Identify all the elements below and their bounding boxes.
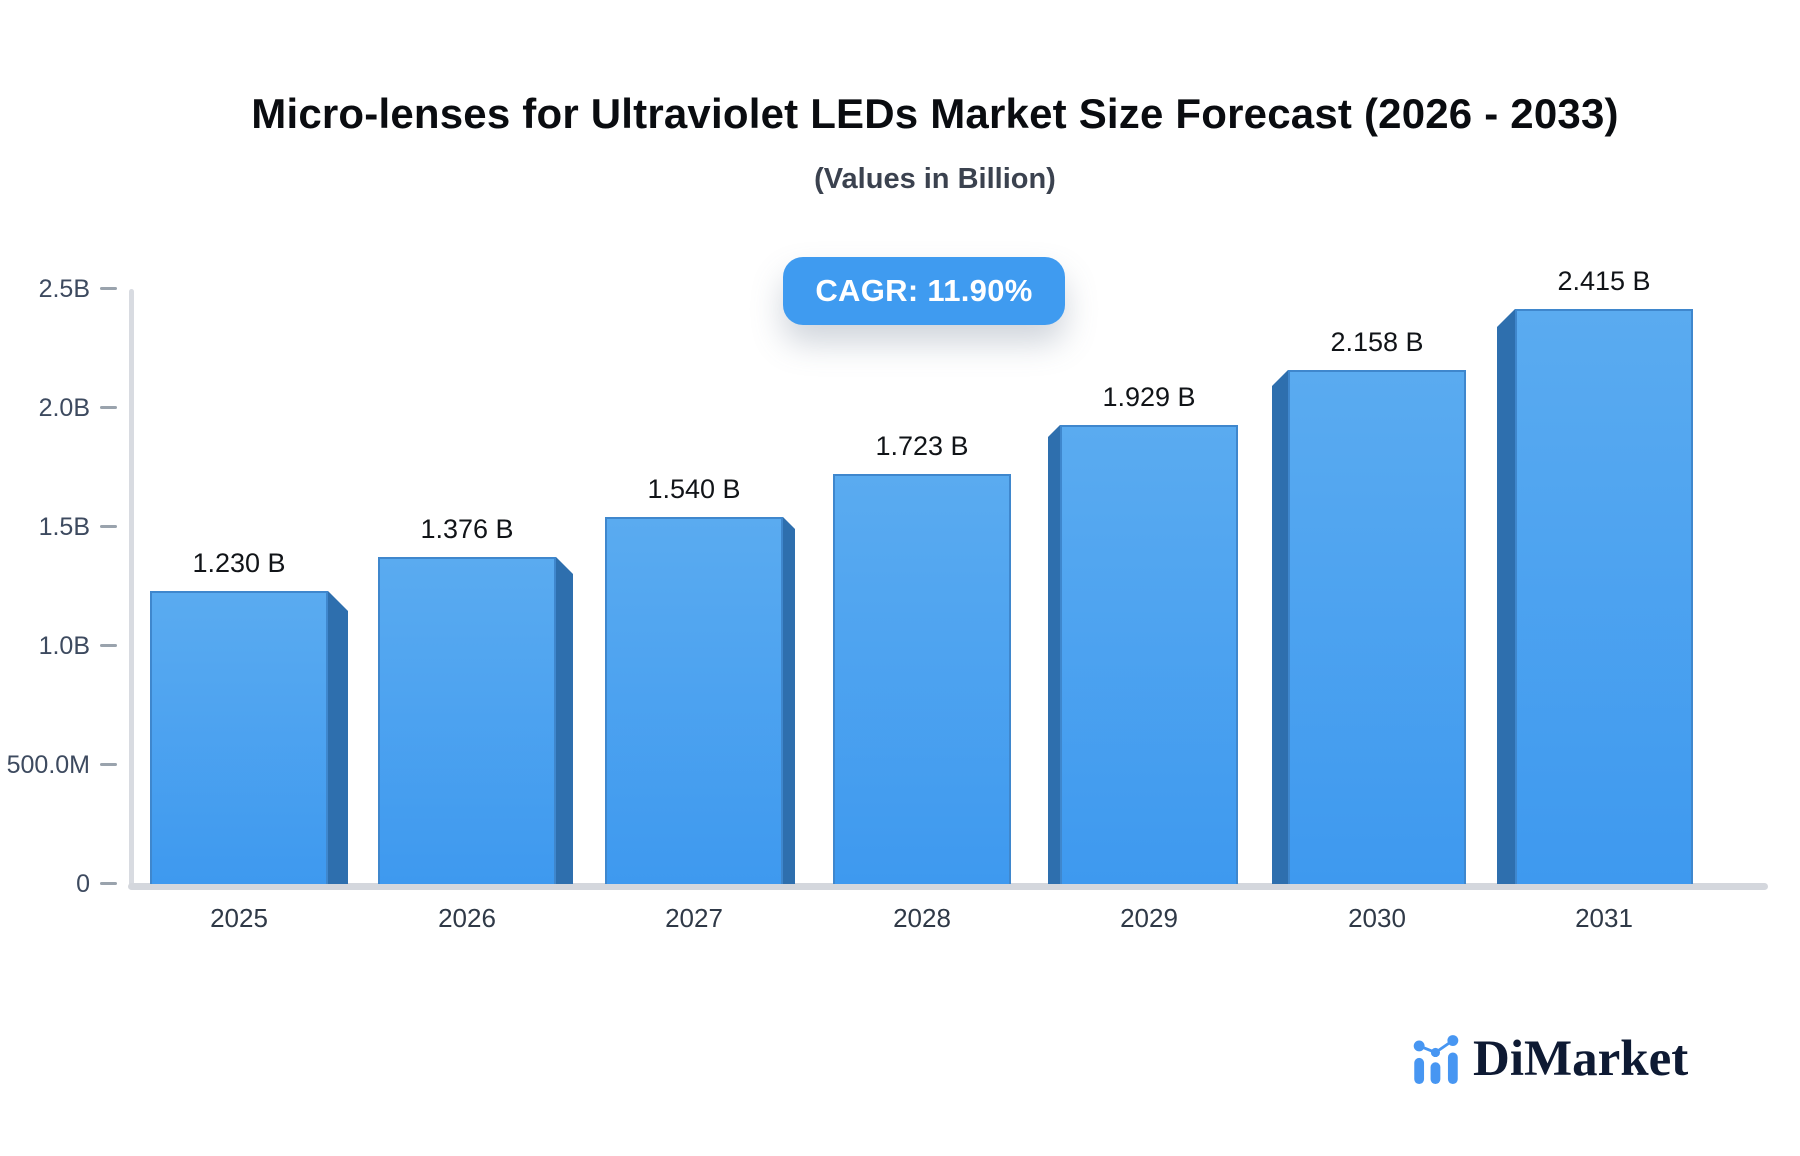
bar-value-label: 1.540 B	[647, 474, 741, 504]
bar-side-face	[1048, 425, 1060, 884]
bar-side-face	[1497, 309, 1515, 884]
bar-2031	[1515, 309, 1693, 884]
mini-bar-chart-icon	[1413, 1035, 1459, 1084]
x-axis-label: 2029	[1120, 903, 1178, 933]
cagr-badge: CAGR: 11.90%	[783, 257, 1065, 325]
bar-2028	[833, 474, 1011, 884]
cagr-badge-label: CAGR: 11.90%	[815, 273, 1033, 308]
bar-value-label: 2.415 B	[1557, 266, 1651, 296]
bar-side-face	[556, 557, 573, 884]
bar-side-face	[1272, 370, 1288, 884]
y-axis-tick-label: 1.0B	[38, 632, 90, 660]
bar-value-label: 1.230 B	[192, 548, 286, 578]
y-axis-tick	[100, 644, 117, 647]
y-axis-tick-label: 0	[76, 870, 90, 898]
bar-value-label: 1.376 B	[420, 514, 514, 544]
bar-2025	[150, 591, 328, 884]
y-axis-tick	[100, 287, 117, 290]
bar-2026	[378, 557, 556, 884]
y-axis-tick-label: 2.5B	[38, 275, 90, 303]
x-axis-line	[128, 883, 1768, 890]
bar-side-face	[328, 591, 348, 884]
chart-title: Micro-lenses for Ultraviolet LEDs Market…	[251, 90, 1619, 137]
bar-2030	[1288, 370, 1466, 884]
bar-2027	[605, 517, 783, 884]
bar-value-label: 1.723 B	[875, 431, 969, 461]
y-axis-tick-label: 2.0B	[38, 394, 90, 422]
dimarket-logo: DiMarket	[1412, 1030, 1688, 1088]
y-axis-line	[129, 289, 134, 888]
bar-2029	[1060, 425, 1238, 884]
x-axis-label: 2028	[893, 903, 951, 933]
dimarket-logo-text: DiMarket	[1473, 1031, 1689, 1087]
x-axis-label: 2030	[1348, 903, 1406, 933]
x-axis-label: 2027	[665, 903, 723, 933]
chart-subtitle: (Values in Billion)	[814, 163, 1056, 195]
bar-value-label: 1.929 B	[1102, 382, 1196, 412]
bar-value-label: 2.158 B	[1330, 327, 1424, 357]
x-axis-label: 2025	[210, 903, 268, 933]
y-axis-tick-label: 1.5B	[38, 513, 90, 541]
y-axis-tick	[100, 882, 117, 885]
bar-side-face	[783, 517, 795, 884]
y-axis-tick	[100, 525, 117, 528]
y-axis-tick-label: 500.0M	[6, 751, 90, 779]
x-axis-label: 2026	[438, 903, 496, 933]
y-axis-tick	[100, 763, 117, 766]
x-axis-label: 2031	[1575, 903, 1633, 933]
y-axis-tick	[100, 406, 117, 409]
